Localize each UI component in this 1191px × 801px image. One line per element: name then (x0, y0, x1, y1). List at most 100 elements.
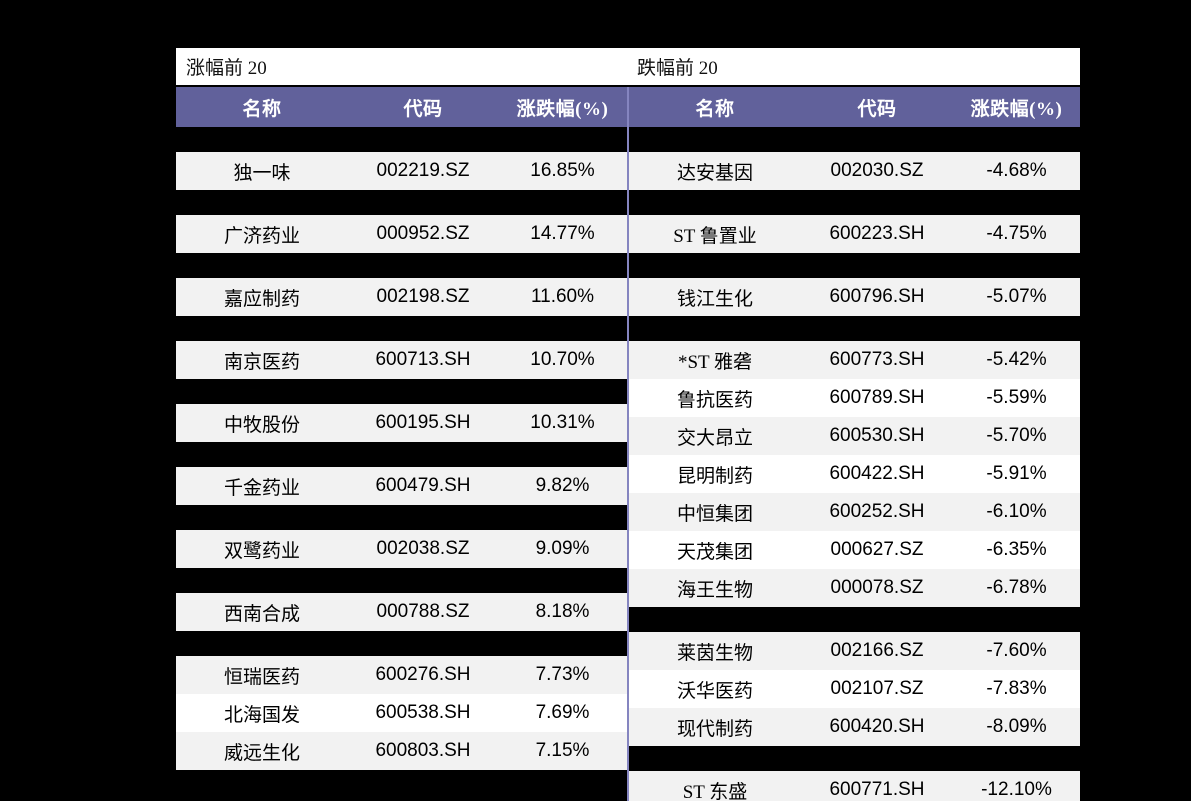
row-gap (629, 127, 1080, 152)
cell-change: -5.59% (986, 387, 1047, 408)
cell-change: 10.31% (530, 412, 595, 433)
cell-code: 600530.SH (829, 425, 925, 446)
cell-change: 9.09% (535, 538, 590, 559)
cell-name: 中恒集团 (676, 503, 753, 525)
row-gap (176, 505, 627, 530)
cell-code: 600538.SH (375, 702, 471, 723)
cell-name: 天茂集团 (676, 541, 753, 563)
row-gap (629, 746, 1080, 771)
row-gap (176, 127, 627, 152)
table-row[interactable]: 南京医药 600713.SH 10.70% (176, 341, 627, 379)
stock-movers-board: 涨幅前 20 跌幅前 20 名称 代码 涨跌幅(%) 名称 代码 涨跌幅(%) … (176, 48, 1080, 801)
cell-change: -5.91% (986, 463, 1047, 484)
table-row[interactable]: 交大昂立 600530.SH -5.70% (629, 417, 1080, 455)
cell-name: 交大昂立 (676, 427, 753, 449)
cell-name: 广济药业 (223, 225, 300, 247)
cell-change: -6.35% (986, 539, 1047, 560)
table-row[interactable]: 达安基因 002030.SZ -4.68% (629, 152, 1080, 190)
table-row[interactable]: 昆明制药 600422.SH -5.91% (629, 455, 1080, 493)
table-row[interactable]: 西南合成 000788.SZ 8.18% (176, 593, 627, 631)
gainers-column-headers: 名称 代码 涨跌幅(%) (176, 87, 627, 127)
cell-name: ST 鲁置业 (673, 225, 757, 247)
table-row[interactable]: 中牧股份 600195.SH 10.31% (176, 404, 627, 442)
cell-code: 600420.SH (829, 716, 925, 737)
row-gap (629, 253, 1080, 278)
row-gap (176, 316, 627, 341)
table-row[interactable]: 莱茵生物 002166.SZ -7.60% (629, 632, 1080, 670)
row-gap (176, 442, 627, 467)
cell-code: 002030.SZ (830, 160, 924, 181)
cell-code: 600796.SH (829, 286, 925, 307)
cell-name: 鲁抗医药 (676, 389, 753, 411)
cell-code: 600803.SH (375, 740, 471, 761)
cell-change: -5.07% (986, 286, 1047, 307)
cell-name: ST 东盛 (682, 781, 748, 801)
cell-name: 昆明制药 (676, 465, 753, 487)
table-row[interactable]: 沃华医药 002107.SZ -7.83% (629, 670, 1080, 708)
losers-header-code[interactable]: 代码 (857, 98, 897, 120)
cell-change: 7.69% (535, 702, 590, 723)
cell-name: 北海国发 (223, 704, 300, 726)
row-gap (629, 190, 1080, 215)
losers-header-name[interactable]: 名称 (695, 98, 735, 120)
table-row[interactable]: 嘉应制药 002198.SZ 11.60% (176, 278, 627, 316)
cell-name: 海王生物 (676, 579, 753, 601)
table-row[interactable]: 千金药业 600479.SH 9.82% (176, 467, 627, 505)
losers-header-change[interactable]: 涨跌幅(%) (970, 98, 1063, 120)
cell-change: -4.75% (986, 223, 1047, 244)
cell-code: 000078.SZ (830, 577, 924, 598)
cell-code: 600276.SH (375, 664, 471, 685)
gainers-table: 独一味 002219.SZ 16.85% 广济药业 000952.SZ 14.7… (176, 127, 627, 801)
cell-name: 莱茵生物 (676, 642, 753, 664)
table-row[interactable]: ST 鲁置业 600223.SH -4.75% (629, 215, 1080, 253)
cell-code: 600479.SH (375, 475, 471, 496)
table-row[interactable]: 鲁抗医药 600789.SH -5.59% (629, 379, 1080, 417)
cell-code: 002198.SZ (376, 286, 470, 307)
cell-change: -4.68% (986, 160, 1047, 181)
cell-name: 恒瑞医药 (223, 666, 300, 688)
losers-column-headers: 名称 代码 涨跌幅(%) (627, 87, 1080, 127)
cell-change: 7.73% (535, 664, 590, 685)
table-row[interactable]: ST 东盛 600771.SH -12.10% (629, 771, 1080, 801)
cell-change: 10.70% (530, 349, 595, 370)
cell-code: 600773.SH (829, 349, 925, 370)
cell-name: 西南合成 (223, 603, 300, 625)
row-gap (176, 253, 627, 278)
table-row[interactable]: 威远生化 600803.SH 7.15% (176, 732, 627, 770)
table-row[interactable]: 恒瑞医药 600276.SH 7.73% (176, 656, 627, 694)
tables-body: 独一味 002219.SZ 16.85% 广济药业 000952.SZ 14.7… (176, 127, 1080, 801)
cell-change: 16.85% (530, 160, 595, 181)
cell-change: -8.09% (986, 716, 1047, 737)
gainers-header-code[interactable]: 代码 (403, 98, 443, 120)
losers-table-title: 跌幅前 20 (627, 48, 1080, 85)
cell-change: -6.10% (986, 501, 1047, 522)
cell-name: 双鹭药业 (223, 540, 300, 562)
table-row[interactable]: 中恒集团 600252.SH -6.10% (629, 493, 1080, 531)
table-row[interactable]: 天茂集团 000627.SZ -6.35% (629, 531, 1080, 569)
cell-code: 002107.SZ (830, 678, 924, 699)
table-row[interactable]: 广济药业 000952.SZ 14.77% (176, 215, 627, 253)
cell-change: 11.60% (530, 286, 595, 307)
table-row[interactable]: *ST 雅砻 600773.SH -5.42% (629, 341, 1080, 379)
row-gap (176, 631, 627, 656)
cell-code: 002219.SZ (376, 160, 470, 181)
cell-name: 中牧股份 (223, 414, 300, 436)
cell-name: 钱江生化 (676, 288, 753, 310)
cell-change: 9.82% (535, 475, 590, 496)
table-row[interactable]: 钱江生化 600796.SH -5.07% (629, 278, 1080, 316)
table-row[interactable]: 北海国发 600538.SH 7.69% (176, 694, 627, 732)
table-row[interactable]: 独一味 002219.SZ 16.85% (176, 152, 627, 190)
table-row[interactable]: 海王生物 000078.SZ -6.78% (629, 569, 1080, 607)
gainers-header-name[interactable]: 名称 (242, 98, 282, 120)
cell-name: 威远生化 (223, 742, 300, 764)
table-row[interactable]: 现代制药 600420.SH -8.09% (629, 708, 1080, 746)
table-row[interactable]: 双鹭药业 002038.SZ 9.09% (176, 530, 627, 568)
row-gap (176, 190, 627, 215)
cell-code: 600422.SH (829, 463, 925, 484)
gainers-header-change[interactable]: 涨跌幅(%) (516, 98, 609, 120)
gainers-table-title: 涨幅前 20 (176, 48, 627, 85)
cell-code: 600223.SH (829, 223, 925, 244)
cell-change: -12.10% (981, 779, 1052, 800)
row-gap (629, 607, 1080, 632)
cell-name: 达安基因 (676, 162, 753, 184)
